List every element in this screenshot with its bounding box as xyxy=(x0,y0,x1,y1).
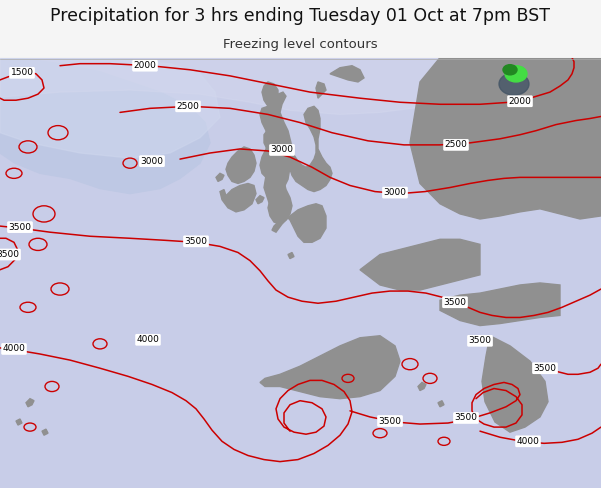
Text: 3500: 3500 xyxy=(454,413,478,423)
Ellipse shape xyxy=(499,73,529,95)
Text: 3500: 3500 xyxy=(185,237,207,246)
Polygon shape xyxy=(418,383,426,390)
Polygon shape xyxy=(480,102,518,141)
Polygon shape xyxy=(528,58,568,122)
Polygon shape xyxy=(0,58,220,158)
Text: 3500: 3500 xyxy=(8,223,31,232)
Polygon shape xyxy=(42,429,48,435)
Polygon shape xyxy=(216,173,224,182)
Polygon shape xyxy=(482,58,601,153)
Polygon shape xyxy=(260,336,400,399)
Text: 2000: 2000 xyxy=(508,97,531,106)
Polygon shape xyxy=(272,204,326,243)
Polygon shape xyxy=(262,82,278,106)
Polygon shape xyxy=(260,92,332,224)
Text: 3500: 3500 xyxy=(0,250,19,259)
Text: 3500: 3500 xyxy=(469,336,492,346)
Polygon shape xyxy=(368,368,376,376)
Text: 2500: 2500 xyxy=(445,141,468,149)
Polygon shape xyxy=(360,239,480,290)
Text: 4000: 4000 xyxy=(517,437,540,446)
Polygon shape xyxy=(264,126,278,151)
Polygon shape xyxy=(316,82,326,98)
Polygon shape xyxy=(288,252,294,259)
Text: 3000: 3000 xyxy=(141,157,163,165)
Text: Freezing level contours: Freezing level contours xyxy=(223,39,378,51)
Text: 3000: 3000 xyxy=(383,188,406,197)
Polygon shape xyxy=(16,419,22,425)
Polygon shape xyxy=(330,66,364,82)
Polygon shape xyxy=(0,58,601,114)
Polygon shape xyxy=(220,183,256,212)
Text: 3500: 3500 xyxy=(379,416,401,426)
Polygon shape xyxy=(465,96,480,108)
Polygon shape xyxy=(0,58,210,194)
Ellipse shape xyxy=(505,66,527,82)
Text: 3000: 3000 xyxy=(270,145,293,155)
Polygon shape xyxy=(410,58,601,219)
Polygon shape xyxy=(26,399,34,407)
Polygon shape xyxy=(226,147,256,183)
Polygon shape xyxy=(438,401,444,407)
Text: 2500: 2500 xyxy=(177,102,200,111)
Text: 3500: 3500 xyxy=(534,364,557,373)
Polygon shape xyxy=(264,151,290,212)
Text: 1500: 1500 xyxy=(10,68,34,77)
Text: Precipitation for 3 hrs ending Tuesday 01 Oct at 7pm BST: Precipitation for 3 hrs ending Tuesday 0… xyxy=(50,7,551,25)
Polygon shape xyxy=(440,283,560,325)
Ellipse shape xyxy=(503,65,517,75)
Text: 3500: 3500 xyxy=(444,298,466,307)
Text: 4000: 4000 xyxy=(136,335,159,345)
Polygon shape xyxy=(482,58,560,163)
Text: 2000: 2000 xyxy=(133,61,156,70)
Text: 4000: 4000 xyxy=(2,345,25,353)
Polygon shape xyxy=(256,196,264,204)
Polygon shape xyxy=(482,336,548,432)
